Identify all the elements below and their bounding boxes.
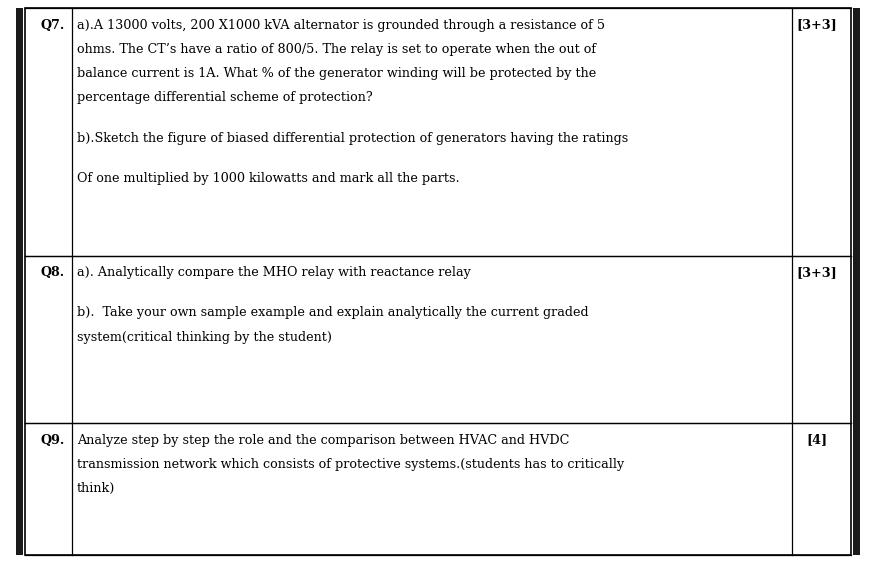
Bar xyxy=(853,8,860,555)
Text: [3+3]: [3+3] xyxy=(796,266,837,279)
Text: b).Sketch the figure of biased differential protection of generators having the : b).Sketch the figure of biased different… xyxy=(77,132,628,145)
Text: system(critical thinking by the student): system(critical thinking by the student) xyxy=(77,330,332,343)
Text: [3+3]: [3+3] xyxy=(796,19,837,32)
Text: a). Analytically compare the MHO relay with reactance relay: a). Analytically compare the MHO relay w… xyxy=(77,266,471,279)
Text: b).  Take your own sample example and explain analytically the current graded: b). Take your own sample example and exp… xyxy=(77,306,589,319)
Text: Q8.: Q8. xyxy=(40,266,65,279)
Text: percentage differential scheme of protection?: percentage differential scheme of protec… xyxy=(77,92,373,105)
Bar xyxy=(16,8,23,555)
Text: [4]: [4] xyxy=(806,434,828,446)
Text: think): think) xyxy=(77,482,116,495)
Text: ohms. The CT’s have a ratio of 800/5. The relay is set to operate when the out o: ohms. The CT’s have a ratio of 800/5. Th… xyxy=(77,43,596,56)
Text: Analyze step by step the role and the comparison between HVAC and HVDC: Analyze step by step the role and the co… xyxy=(77,434,570,446)
Text: Q7.: Q7. xyxy=(40,19,65,32)
Text: a).A 13000 volts, 200 X1000 kVA alternator is grounded through a resistance of 5: a).A 13000 volts, 200 X1000 kVA alternat… xyxy=(77,19,606,32)
Text: balance current is 1A. What % of the generator winding will be protected by the: balance current is 1A. What % of the gen… xyxy=(77,67,596,80)
Text: transmission network which consists of protective systems.(students has to criti: transmission network which consists of p… xyxy=(77,458,624,471)
Text: Q9.: Q9. xyxy=(40,434,65,446)
Text: Of one multiplied by 1000 kilowatts and mark all the parts.: Of one multiplied by 1000 kilowatts and … xyxy=(77,172,459,185)
